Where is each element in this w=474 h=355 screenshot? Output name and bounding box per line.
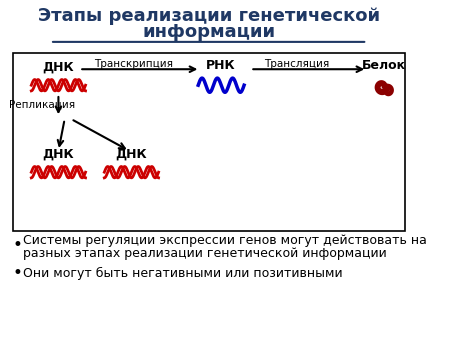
Text: Этапы реализации генетической: Этапы реализации генетической: [37, 7, 380, 25]
Text: Транскрипция: Транскрипция: [94, 59, 173, 69]
Text: ДНК: ДНК: [116, 148, 147, 161]
Text: Репликация: Репликация: [9, 100, 75, 110]
Text: разных этапах реализации генетической информации: разных этапах реализации генетической ин…: [23, 247, 387, 260]
Text: Белок: Белок: [362, 59, 406, 72]
Text: Системы регуляции экспрессии генов могут действовать на: Системы регуляции экспрессии генов могут…: [23, 234, 427, 247]
Text: РНК: РНК: [206, 59, 236, 72]
Text: •: •: [12, 264, 22, 282]
Text: информации: информации: [142, 23, 275, 41]
Text: ДНК: ДНК: [43, 148, 74, 161]
FancyBboxPatch shape: [12, 53, 405, 231]
Text: ДНК: ДНК: [43, 61, 74, 74]
Text: Они могут быть негативными или позитивными: Они могут быть негативными или позитивны…: [23, 267, 343, 280]
Text: Трансляция: Трансляция: [264, 59, 329, 69]
Text: •: •: [12, 236, 22, 254]
